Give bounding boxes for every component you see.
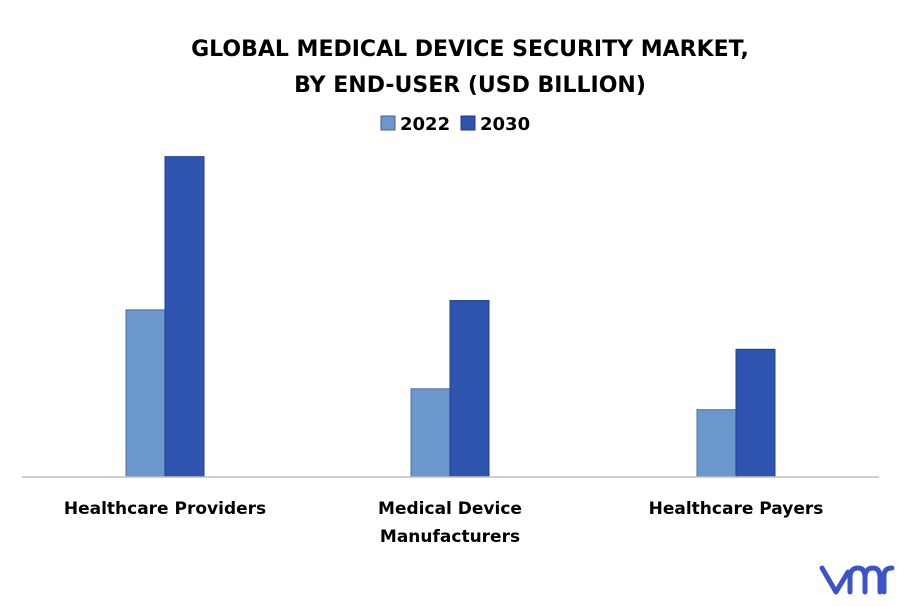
plot-area xyxy=(125,156,776,478)
logo-m-mark xyxy=(847,565,883,595)
legend: 2022 2030 xyxy=(380,114,530,135)
bar-2030-category-3 xyxy=(735,348,776,478)
chart-title: GLOBAL MEDICAL DEVICE SECURITY MARKET, B… xyxy=(191,37,749,98)
bar-2022-category-3 xyxy=(696,409,737,478)
bar-2022-category-2 xyxy=(410,388,451,478)
logo-r-mark xyxy=(881,565,895,595)
category-label-1-line-1: Healthcare Providers xyxy=(64,499,266,519)
chart-title-line-2: BY END-USER (USD BILLION) xyxy=(294,73,646,98)
bar-2030-category-2 xyxy=(449,300,490,478)
legend-swatch-2030 xyxy=(460,115,476,131)
bar-2022-category-1 xyxy=(125,309,166,478)
category-label-2-line-2: Manufacturers xyxy=(380,527,520,547)
legend-swatch-2022 xyxy=(380,115,396,131)
chart-title-line-1: GLOBAL MEDICAL DEVICE SECURITY MARKET, xyxy=(191,37,749,62)
category-labels: Healthcare Providers Medical Device Manufa… xyxy=(64,499,824,547)
legend-label-2022: 2022 xyxy=(400,114,450,135)
vmr-logo xyxy=(819,565,895,595)
logo-v-mark xyxy=(819,565,851,595)
legend-label-2030: 2030 xyxy=(480,114,530,135)
category-label-3-line-1: Healthcare Payers xyxy=(649,499,824,519)
bar-2030-category-1 xyxy=(164,156,205,478)
category-label-2-line-1: Medical Device xyxy=(378,499,522,519)
